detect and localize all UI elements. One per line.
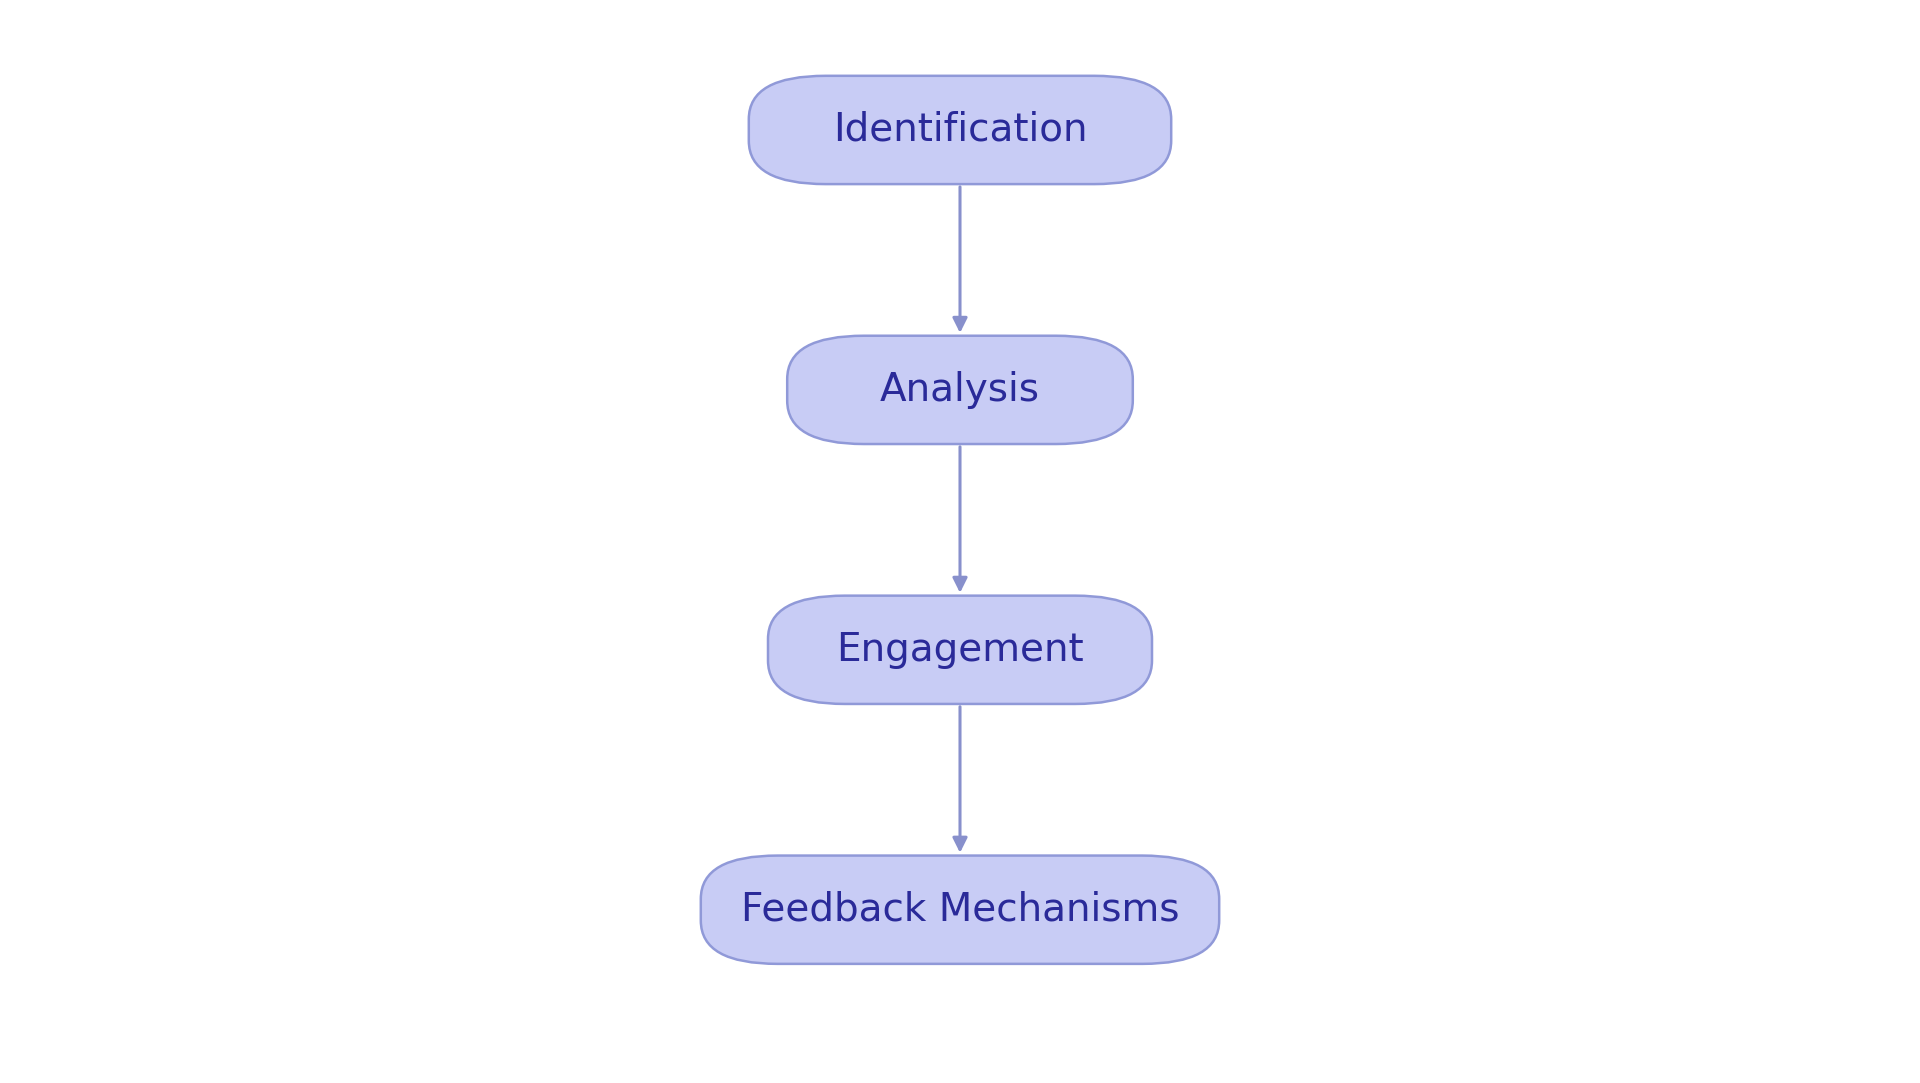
Text: Feedback Mechanisms: Feedback Mechanisms: [741, 890, 1179, 929]
FancyBboxPatch shape: [701, 856, 1219, 964]
Text: Identification: Identification: [833, 110, 1087, 149]
Text: Analysis: Analysis: [879, 370, 1041, 409]
Text: Engagement: Engagement: [837, 630, 1083, 669]
FancyBboxPatch shape: [787, 336, 1133, 444]
FancyBboxPatch shape: [749, 76, 1171, 184]
FancyBboxPatch shape: [768, 596, 1152, 704]
